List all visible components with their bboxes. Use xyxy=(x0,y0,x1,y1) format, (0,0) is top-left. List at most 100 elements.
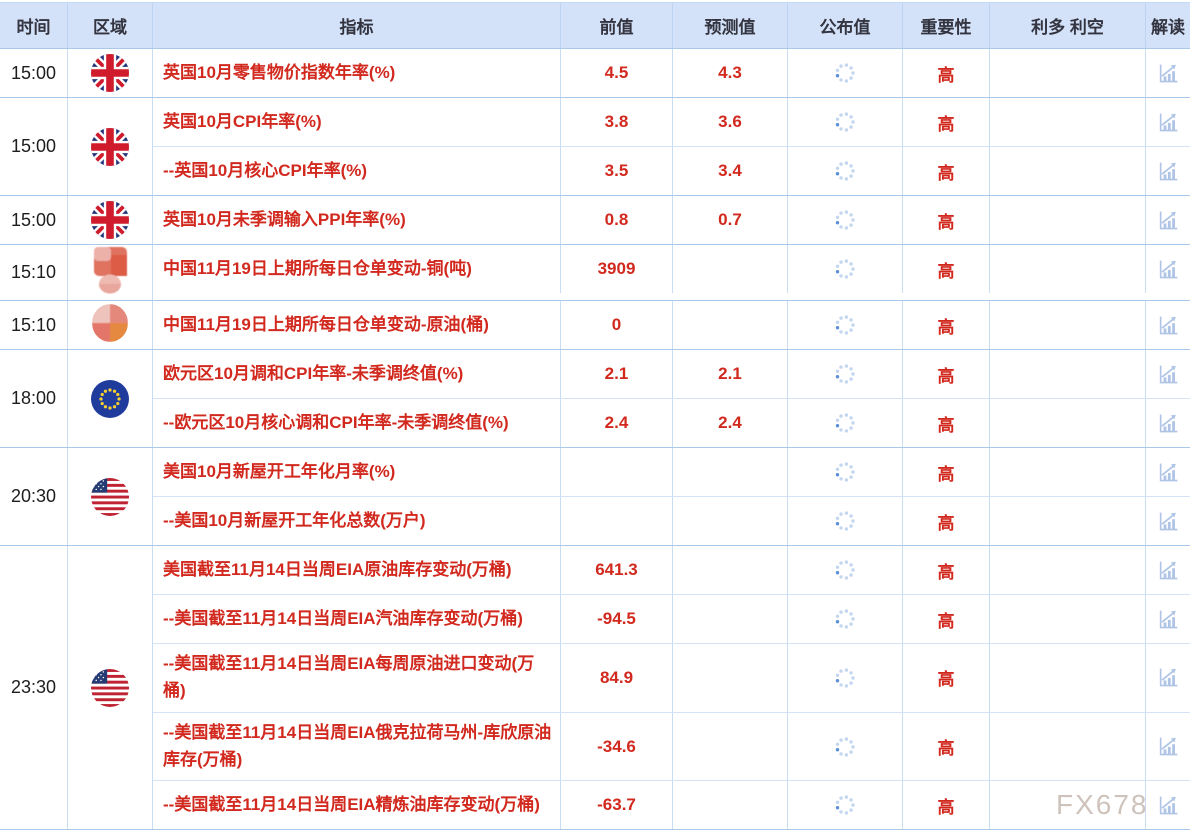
bull-bear-cell xyxy=(990,49,1146,97)
bull-bear-cell xyxy=(990,245,1146,293)
indicator-link[interactable]: --美国截至11月14日当周EIA每周原油进口变动(万桶) xyxy=(153,644,561,712)
published-value-pending xyxy=(788,497,903,545)
event-subrows: 英国10月CPI年率(%) 3.8 3.6 高 --英国10月核心CPI年率(%) 3.5… xyxy=(153,98,1190,195)
flag-gb-icon xyxy=(68,49,153,97)
bar-chart-icon[interactable] xyxy=(1157,608,1180,631)
event-row: 英国10月CPI年率(%) 3.8 3.6 高 xyxy=(153,98,1190,146)
interpret-cell xyxy=(1146,245,1190,293)
importance-badge: 高 xyxy=(903,595,990,643)
interpret-cell xyxy=(1146,196,1190,244)
indicator-link[interactable]: 英国10月未季调输入PPI年率(%) xyxy=(153,196,561,244)
bar-chart-icon[interactable] xyxy=(1157,209,1180,232)
forecast-value xyxy=(673,712,788,781)
event-group: 15:10 中国11月19日上期所每日仓单变动-铜(吨) 3909 高 xyxy=(0,245,1190,301)
bar-chart-icon[interactable] xyxy=(1157,314,1180,337)
bar-chart-icon[interactable] xyxy=(1157,62,1180,85)
bar-chart-icon[interactable] xyxy=(1157,258,1180,281)
indicator-link[interactable]: 欧元区10月调和CPI年率-未季调终值(%) xyxy=(153,350,561,398)
previous-value: 0 xyxy=(561,301,673,349)
event-row: --英国10月核心CPI年率(%) 3.5 3.4 高 xyxy=(153,146,1190,195)
bar-chart-icon[interactable] xyxy=(1157,412,1180,435)
forecast-value: 3.6 xyxy=(673,98,788,146)
event-subrows: 英国10月未季调输入PPI年率(%) 0.8 0.7 高 xyxy=(153,196,1190,244)
bar-chart-icon[interactable] xyxy=(1157,735,1180,758)
event-time: 15:00 xyxy=(0,196,68,244)
previous-value: 0.8 xyxy=(561,196,673,244)
event-row: --美国截至11月14日当周EIA精炼油库存变动(万桶) -63.7 高 xyxy=(153,780,1190,830)
previous-value: -94.5 xyxy=(561,595,673,643)
event-row: 中国11月19日上期所每日仓单变动-原油(桶) 0 高 xyxy=(153,301,1190,349)
indicator-link[interactable]: 英国10月零售物价指数年率(%) xyxy=(153,49,561,97)
header-interpret: 解读 xyxy=(1151,18,1185,37)
bar-chart-icon[interactable] xyxy=(1157,111,1180,134)
indicator-link[interactable]: --美国截至11月14日当周EIA精炼油库存变动(万桶) xyxy=(153,781,561,830)
indicator-link[interactable]: 中国11月19日上期所每日仓单变动-铜(吨) xyxy=(153,245,561,293)
interpret-cell xyxy=(1146,546,1190,594)
bar-chart-icon[interactable] xyxy=(1157,559,1180,582)
interpret-cell xyxy=(1146,448,1190,496)
header-indicator: 指标 xyxy=(153,3,561,48)
indicator-link[interactable]: 英国10月CPI年率(%) xyxy=(153,98,561,146)
bar-chart-icon[interactable] xyxy=(1157,160,1180,183)
bull-bear-cell xyxy=(990,98,1146,146)
importance-badge: 高 xyxy=(903,196,990,244)
loading-spinner-icon xyxy=(833,666,857,690)
interpret-cell xyxy=(1146,49,1190,97)
forecast-value xyxy=(673,595,788,643)
event-time: 23:30 xyxy=(0,546,68,830)
importance-badge: 高 xyxy=(903,448,990,496)
published-value-pending xyxy=(788,595,903,643)
event-time: 15:10 xyxy=(0,301,68,349)
event-time: 20:30 xyxy=(0,448,68,545)
indicator-link[interactable]: 美国10月新屋开工年化月率(%) xyxy=(153,448,561,496)
bar-chart-icon[interactable] xyxy=(1157,510,1180,533)
indicator-link[interactable]: 美国截至11月14日当周EIA原油库存变动(万桶) xyxy=(153,546,561,594)
published-value-pending xyxy=(788,399,903,447)
flag-eu-icon xyxy=(68,350,153,447)
previous-value xyxy=(561,497,673,545)
indicator-link[interactable]: --美国截至11月14日当周EIA俄克拉荷马州-库欣原油库存(万桶) xyxy=(153,712,561,781)
forecast-value xyxy=(673,448,788,496)
bull-bear-cell xyxy=(990,595,1146,643)
published-value-pending xyxy=(788,644,903,712)
published-value-pending xyxy=(788,546,903,594)
loading-spinner-icon xyxy=(833,509,857,533)
forecast-value: 3.4 xyxy=(673,147,788,195)
indicator-link[interactable]: --欧元区10月核心调和CPI年率-未季调终值(%) xyxy=(153,399,561,447)
importance-badge: 高 xyxy=(903,399,990,447)
indicator-link[interactable]: --英国10月核心CPI年率(%) xyxy=(153,147,561,195)
loading-spinner-icon xyxy=(833,208,857,232)
indicator-link[interactable]: --美国截至11月14日当周EIA汽油库存变动(万桶) xyxy=(153,595,561,643)
previous-value: -34.6 xyxy=(561,712,673,781)
forecast-value xyxy=(673,497,788,545)
header-region: 区域 xyxy=(68,3,153,48)
importance-badge: 高 xyxy=(903,98,990,146)
previous-value: 4.5 xyxy=(561,49,673,97)
event-subrows: 中国11月19日上期所每日仓单变动-原油(桶) 0 高 xyxy=(153,301,1190,349)
indicator-link[interactable]: --美国10月新屋开工年化总数(万户) xyxy=(153,497,561,545)
interpret-cell xyxy=(1146,301,1190,349)
interpret-cell xyxy=(1146,147,1190,195)
event-row: 英国10月零售物价指数年率(%) 4.5 4.3 高 xyxy=(153,49,1190,97)
previous-value: 641.3 xyxy=(561,546,673,594)
previous-value: -63.7 xyxy=(561,781,673,830)
bull-bear-cell xyxy=(990,448,1146,496)
bar-chart-icon[interactable] xyxy=(1157,461,1180,484)
bar-chart-icon[interactable] xyxy=(1157,363,1180,386)
previous-value: 2.1 xyxy=(561,350,673,398)
bull-bear-cell xyxy=(990,712,1146,781)
bar-chart-icon[interactable] xyxy=(1157,794,1180,817)
importance-badge: 高 xyxy=(903,301,990,349)
published-value-pending xyxy=(788,301,903,349)
header-published: 公布值 xyxy=(788,3,903,48)
importance-badge: 高 xyxy=(903,546,990,594)
flag-gb-icon xyxy=(68,196,153,244)
published-value-pending xyxy=(788,196,903,244)
loading-spinner-icon xyxy=(833,411,857,435)
forecast-value: 4.3 xyxy=(673,49,788,97)
bull-bear-cell xyxy=(990,781,1146,830)
bar-chart-icon[interactable] xyxy=(1157,666,1180,689)
indicator-link[interactable]: 中国11月19日上期所每日仓单变动-原油(桶) xyxy=(153,301,561,349)
bull-bear-cell xyxy=(990,399,1146,447)
bull-bear-cell xyxy=(990,147,1146,195)
